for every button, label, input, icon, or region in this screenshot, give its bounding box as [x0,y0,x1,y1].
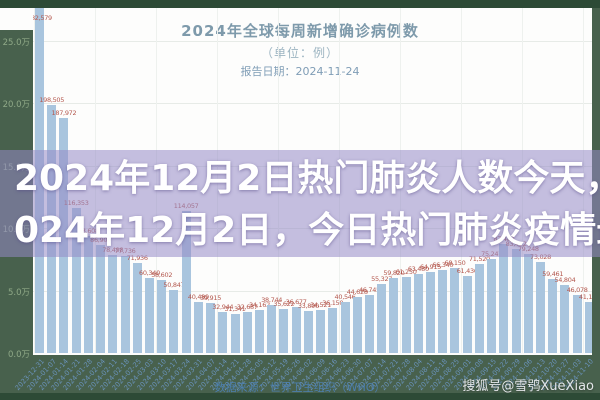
chart-subtitle: （单位：例） [260,46,339,60]
bar [71,207,81,353]
bar-value-label: 34,521 [310,300,332,309]
bar [572,295,582,353]
bar [144,277,154,353]
bar [584,301,592,353]
bar-value-label: 59,461 [542,269,564,278]
bar-value-label: 36,150 [322,298,344,307]
bar [364,294,374,353]
bar [536,261,546,353]
bar [413,273,423,353]
h-gridline [33,41,592,42]
bar [254,310,264,353]
chart-title: 2024年全球每周新增确诊病例数 [181,22,419,40]
bar-value-label: 46,078 [566,286,588,295]
report-date: 报告日期：2024-11-24 [240,65,360,78]
bar [96,244,106,353]
bar-value-label: 198,505 [39,96,65,105]
bar-value-label: 33,890 [297,301,319,310]
headline-overlay [0,150,600,257]
bar-value-label: 36,677 [285,298,307,307]
bar [83,236,93,353]
bar-value-label: 187,972 [51,109,77,118]
bar-value-label: 59,820 [383,269,405,278]
bar-value-label: 40,546 [334,293,356,302]
bar [474,263,484,353]
bar [157,279,167,353]
bar [438,270,448,353]
bar [560,284,570,353]
h-gridline [33,103,592,105]
bar [377,283,387,353]
bar [487,259,497,353]
bar [328,307,338,353]
bar [389,278,399,353]
bar [267,304,277,353]
bar [206,303,216,353]
headline-line2: 024年12月2日，今日热门肺炎疫情最 [14,210,600,251]
headline-line1: 2024年12月2日热门肺炎人数今天，2 [14,158,600,199]
bar-value-label: 61,436 [456,267,478,276]
bar-value-label: 40,489 [187,293,209,302]
bottom-strip [0,393,600,400]
bar-value-label: 50,847 [163,280,185,289]
y-tick-label: 20.0万 [2,100,30,111]
h-gridline [33,290,592,292]
bar [303,310,313,353]
bar [108,255,118,353]
bar-value-label: 31,341 [224,304,246,313]
y-tick-label: 5.0万 [7,287,30,298]
bar [218,311,228,353]
bar [462,276,472,353]
bar [132,263,142,353]
bar [450,267,460,353]
y-tick-label: 0.0万 [7,350,30,360]
y-tick-label: 25.0万 [2,38,30,48]
bar [401,276,411,353]
bar [230,313,240,353]
bar-value-label: 32,687 [236,303,258,312]
bar [511,248,521,353]
data-source-caption: 数据来源：世界卫生组织（WHO） [214,381,386,394]
headline-text: 2024年12月2日热门肺炎人数今天，2 024年12月2日，今日热门肺炎疫情最 [14,153,600,257]
bar-value-label: 58,602 [151,270,173,279]
bar-value-label: 34,162 [248,301,270,310]
bar [169,289,179,353]
bar [279,308,289,353]
bar [181,210,191,353]
bar [120,255,130,353]
bar [426,271,436,353]
top-strip [0,0,600,8]
bar [548,278,558,353]
bar-value-label: 60,340 [138,268,160,277]
bar-value-label: 71,520 [468,254,490,263]
bar-value-label: 35,622 [273,299,295,308]
bar-value-label: 38,744 [261,295,283,304]
bar-value-label: 68,150 [444,258,466,267]
bar-value-label: 55,327 [371,274,393,283]
bar-value-label: 44,628 [346,288,368,297]
bar-value-label: 61,250 [395,267,417,276]
bar-value-label: 71,936 [126,254,148,263]
bar-value-label: 46,745 [358,285,380,294]
bar-value-label: 32,944 [212,302,234,311]
bar-value-label: 39,915 [200,294,222,303]
bar-value-label: 282,579 [33,14,52,22]
bar [340,302,350,353]
bar [352,297,362,353]
bar [291,307,301,353]
bar [499,243,509,353]
bar [242,312,252,353]
bar [523,254,533,353]
bar-value-label: 66,340 [432,261,454,270]
bar [316,309,326,353]
bar-value-label: 64,915 [420,262,442,271]
watermark: 搜狐号@雪鸮XueXiao [462,379,594,394]
bar-value-label: 54,804 [554,275,576,284]
bar-value-label: 63,480 [407,264,429,273]
bar-value-label: 41,174 [578,292,592,301]
bar [193,302,203,353]
